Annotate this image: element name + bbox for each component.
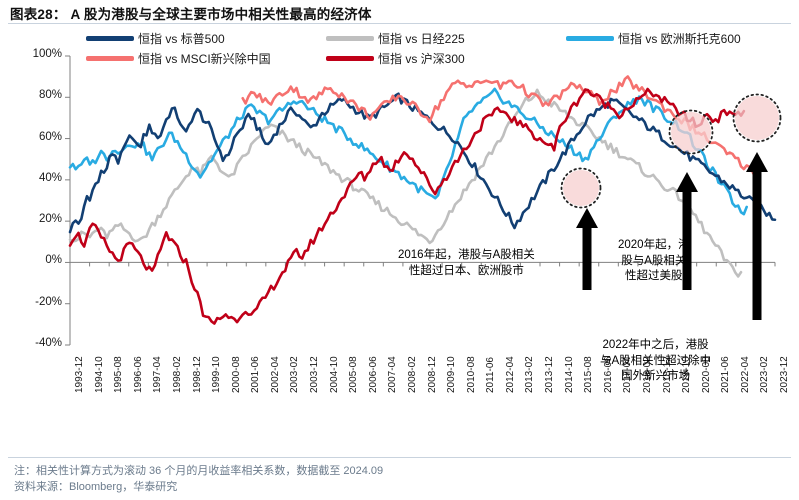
- legend-swatch-msci-em-ex-china: [86, 56, 134, 61]
- legend-item-csi300[interactable]: 恒指 vs 沪深300: [326, 50, 465, 67]
- annot-2016-line: 性超过日本、欧洲股市: [408, 264, 524, 277]
- highlight-2016-fill: [563, 170, 599, 206]
- x-tick-label: 1995-08: [113, 356, 125, 393]
- x-tick-label: 2002-04: [269, 356, 281, 393]
- x-tick-label: 2023-12: [779, 356, 790, 393]
- legend-label-csi300: 恒指 vs 沪深300: [378, 52, 465, 66]
- legend-label-nikkei225: 恒指 vs 日经225: [378, 32, 465, 46]
- x-tick-label: 2011-06: [485, 357, 497, 393]
- series-line-4: [68, 87, 746, 325]
- arrow-2020: [676, 172, 698, 290]
- x-tick-label: 1998-12: [191, 356, 203, 393]
- legend-item-msci-em-ex-china[interactable]: 恒指 vs MSCI新兴除中国: [86, 50, 271, 67]
- footer-source: 资料来源：Bloomberg，华泰研究: [14, 481, 178, 493]
- legend-swatch-stoxx600: [566, 36, 614, 41]
- chart-legend: 恒指 vs 标普500 恒指 vs 日经225 恒指 vs 欧洲斯托克600 恒…: [86, 30, 786, 70]
- x-tick-label: 2021-06: [720, 356, 732, 393]
- legend-label-sp500: 恒指 vs 标普500: [138, 32, 225, 46]
- legend-label-stoxx600: 恒指 vs 欧洲斯托克600: [618, 32, 741, 46]
- highlight-2020-fill: [671, 112, 711, 152]
- x-tick-label: 2007-04: [387, 356, 399, 393]
- highlight-2022-outline: [732, 93, 782, 143]
- legend-item-sp500[interactable]: 恒指 vs 标普500: [86, 30, 225, 47]
- y-tick-label: 20%: [38, 213, 62, 226]
- y-tick-label: 80%: [38, 89, 62, 102]
- x-tick-label: 2004-10: [328, 356, 340, 393]
- highlight-2020-outline: [668, 109, 714, 155]
- x-tick-label: 2008-12: [426, 356, 438, 393]
- x-tick-label: 1999-10: [211, 356, 223, 393]
- y-tick-label: -20%: [35, 295, 62, 308]
- x-tick-label: 2003-12: [309, 356, 320, 393]
- chart-svg: [65, 55, 782, 346]
- x-tick-label: 2013-12: [544, 356, 555, 393]
- footer-divider: [8, 457, 791, 458]
- legend-item-stoxx600[interactable]: 恒指 vs 欧洲斯托克600: [566, 30, 741, 47]
- annot-2022: 2022年中之后，港股 与A股相关性超过除中 国外新兴市场: [600, 338, 711, 385]
- x-tick-label: 2005-08: [348, 356, 360, 393]
- legend-label-msci-em-ex-china: 恒指 vs MSCI新兴除中国: [138, 52, 271, 66]
- highlight-2016-outline: [560, 167, 602, 209]
- annot-2016: 2016年起，港股与A股相关 性超过日本、欧洲股市: [398, 248, 535, 279]
- x-tick-label: 2008-02: [406, 356, 418, 393]
- annot-2022-line: 国外新兴市场: [621, 370, 691, 383]
- series-line-2: [68, 87, 748, 216]
- x-tick-label: 1997-04: [152, 356, 164, 393]
- page-title: 图表28： A 股为港股与全球主要市场中相关性最高的经济体: [10, 7, 372, 22]
- x-tick-label: 2003-02: [289, 356, 301, 393]
- legend-item-nikkei225[interactable]: 恒指 vs 日经225: [326, 30, 465, 47]
- x-tick-label: 2012-04: [504, 356, 516, 393]
- legend-swatch-nikkei225: [326, 36, 374, 41]
- annot-2020-line: 股与A股相关: [621, 254, 687, 267]
- y-tick-label: 40%: [38, 171, 62, 184]
- x-tick-label: 2006-06: [367, 356, 379, 393]
- y-tick-label: 0%: [45, 254, 62, 267]
- series-line-0: [68, 92, 777, 234]
- annot-2020: 2020年起，港 股与A股相关 性超过美股: [618, 238, 690, 285]
- x-tick-label: 2014-10: [563, 356, 575, 393]
- plot-area: -40% -20% 0% 20% 40% 60% 80% 100% 1993-12 1994-1…: [33, 48, 790, 393]
- x-tick-label: 1993-12: [74, 356, 85, 393]
- x-tick-label: 1996-06: [132, 356, 144, 393]
- legend-swatch-sp500: [86, 36, 134, 41]
- x-tick-label: 2015-08: [583, 356, 595, 393]
- y-tick-label: 100%: [32, 48, 62, 60]
- x-tick-label: 2023-02: [759, 356, 771, 393]
- arrow-2016: [576, 208, 598, 290]
- annot-2020-line: 2020年起，港: [618, 239, 690, 251]
- annot-2016-line: 2016年起，港股与A股相关: [398, 249, 535, 261]
- x-tick-label: 2000-08: [230, 356, 242, 393]
- footer-note: 注：相关性计算方式为滚动 36 个月的月收益率相关系数，数据截至 2024.09: [14, 465, 384, 477]
- annot-2020-line: 性超过美股: [625, 270, 683, 283]
- annot-2022-line: 2022年中之后，港股: [602, 339, 709, 351]
- arrow-2022: [746, 152, 768, 320]
- series-line-3: [241, 75, 760, 179]
- series-line-1: [68, 88, 743, 278]
- x-tick-label: 2001-06: [250, 356, 262, 393]
- x-tick-label: 2010-08: [465, 356, 477, 393]
- y-tick-label: 60%: [38, 130, 62, 143]
- highlight-2022-fill: [735, 96, 779, 140]
- x-tick-label: 2022-04: [739, 356, 751, 393]
- x-tick-label: 2009-10: [446, 356, 458, 393]
- x-tick-label: 1998-02: [171, 356, 183, 393]
- legend-swatch-csi300: [326, 56, 374, 61]
- title-divider: [8, 23, 791, 24]
- x-tick-label: 2013-02: [524, 356, 536, 393]
- annot-2022-line: 与A股相关性超过除中: [600, 354, 712, 367]
- y-tick-label: -40%: [35, 337, 62, 349]
- x-tick-label: 1994-10: [93, 356, 105, 393]
